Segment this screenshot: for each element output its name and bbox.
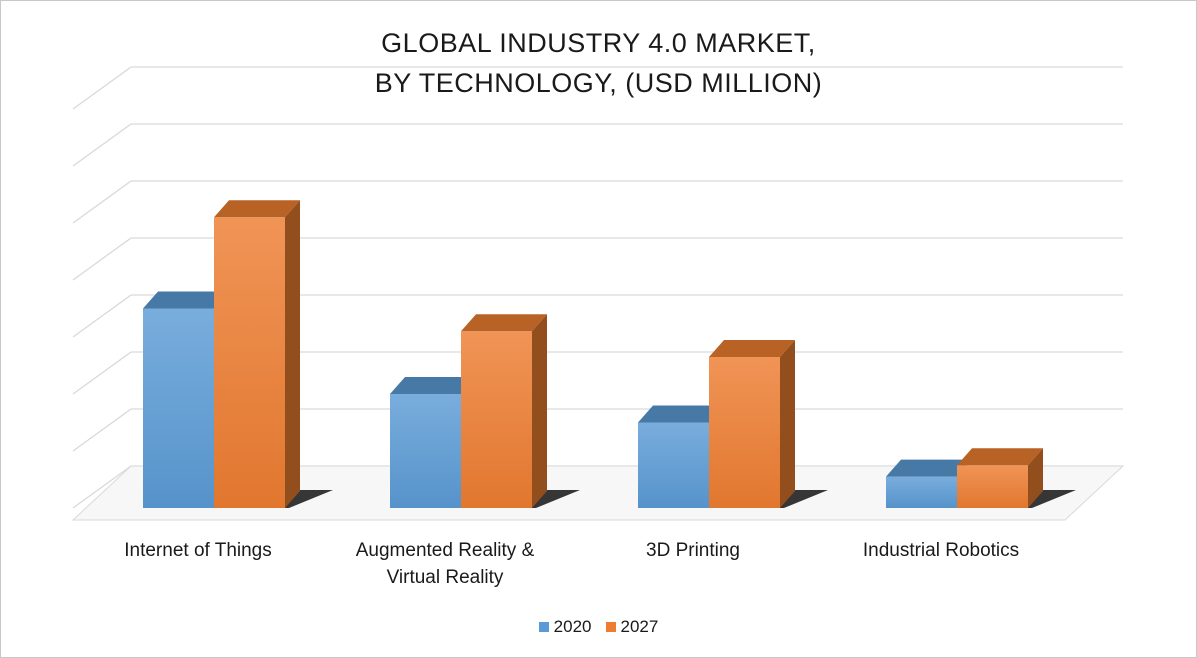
chart-title-line-1: GLOBAL INDUSTRY 4.0 MARKET, bbox=[381, 28, 816, 58]
bar-2020-0 bbox=[143, 308, 214, 508]
category-label-line: Industrial Robotics bbox=[862, 540, 1020, 561]
bar-top-2020-1 bbox=[390, 377, 476, 394]
category-label: Augmented Reality & Virtual Reality bbox=[330, 537, 560, 591]
bar-side-2027-1 bbox=[532, 314, 547, 508]
category-label-line: 3D Printing bbox=[646, 540, 740, 561]
category-label-line: Internet of Things bbox=[124, 540, 272, 561]
side-wall-gridline bbox=[72, 408, 132, 452]
bar-top-2020-3 bbox=[886, 459, 972, 477]
bar-top-2020-2 bbox=[638, 405, 724, 423]
category-label: Industrial Robotics bbox=[826, 537, 1056, 564]
bar-2020-2 bbox=[638, 422, 709, 508]
bar-top-2027-2 bbox=[709, 339, 795, 357]
bar-2020-1 bbox=[390, 394, 461, 508]
bar-2027-0 bbox=[214, 217, 285, 509]
bar-side-2027-3 bbox=[1028, 448, 1043, 508]
side-wall-gridline bbox=[72, 351, 132, 395]
legend-swatch bbox=[538, 622, 549, 632]
side-wall-gridline bbox=[72, 180, 132, 224]
side-wall-gridline bbox=[72, 237, 132, 281]
side-wall-gridline bbox=[72, 66, 132, 110]
side-wall-gridline bbox=[72, 294, 132, 338]
legend: 2020 2027 bbox=[1, 617, 1196, 637]
chart-title-line-2: BY TECHNOLOGY, (USD MILLION) bbox=[374, 68, 823, 98]
bar-2027-2 bbox=[709, 356, 780, 508]
bar-top-2027-3 bbox=[957, 448, 1043, 466]
legend-item-2027: 2027 bbox=[605, 617, 659, 637]
bar-top-2020-0 bbox=[143, 291, 229, 309]
legend-swatch bbox=[605, 622, 616, 632]
bar-side-2027-0 bbox=[285, 200, 300, 509]
bar-2027-1 bbox=[461, 331, 532, 508]
category-label-line: Virtual Reality bbox=[386, 567, 504, 588]
bar-side-2027-2 bbox=[780, 339, 795, 508]
side-wall-gridline bbox=[72, 465, 132, 509]
bar-top-2027-1 bbox=[461, 314, 547, 332]
legend-label: 2020 bbox=[553, 617, 592, 636]
legend-label: 2027 bbox=[620, 617, 659, 636]
chart-title: GLOBAL INDUSTRY 4.0 MARKET, BY TECHNOLOG… bbox=[1, 23, 1196, 103]
category-label-line: Augmented Reality & bbox=[355, 540, 535, 561]
side-wall-gridline bbox=[72, 123, 132, 167]
category-label: 3D Printing bbox=[578, 537, 808, 564]
bar-2027-3 bbox=[957, 465, 1028, 508]
bar-top-2027-0 bbox=[214, 200, 300, 218]
bar-2020-3 bbox=[886, 476, 957, 508]
category-label: Internet of Things bbox=[83, 537, 313, 564]
legend-item-2020: 2020 bbox=[538, 617, 592, 637]
